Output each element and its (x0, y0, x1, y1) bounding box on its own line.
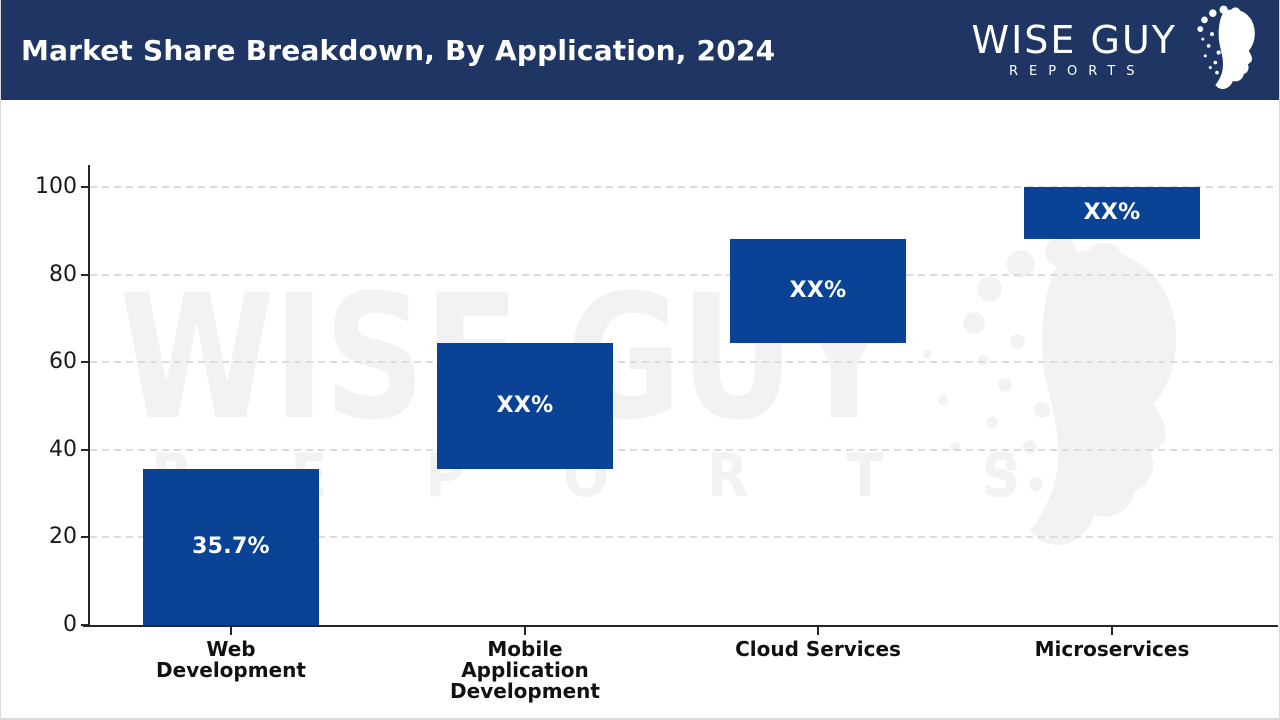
bar-mobile-application-development: XX% (437, 342, 613, 469)
bar-web-development: 35.7% (143, 468, 319, 625)
x-category-label: Cloud Services (735, 637, 901, 661)
page-title: Market Share Breakdown, By Application, … (21, 33, 776, 67)
y-tick-mark-20 (81, 536, 89, 539)
bar-value-label: XX% (1083, 200, 1141, 226)
gridline-40 (90, 448, 1278, 451)
bar-value-label: 35.7% (192, 534, 270, 560)
x-category-label: Web Development (156, 637, 306, 682)
x-tick-mark-1 (230, 627, 232, 635)
logo-wordmark: WISE GUY REPORTS (972, 21, 1177, 79)
bar-value-label: XX% (789, 278, 847, 304)
x-category-label: Mobile Application Development (450, 637, 600, 703)
y-tick-mark-80 (81, 273, 89, 276)
x-tick-mark-4 (1111, 627, 1113, 635)
gridline-80 (90, 273, 1278, 276)
y-tick-label-0: 0 (63, 612, 77, 637)
bar-microservices: XX% (1024, 187, 1200, 239)
x-category-label: Microservices (1034, 637, 1190, 661)
gridline-60 (90, 361, 1278, 364)
bar-cloud-services: XX% (730, 238, 906, 343)
y-tick-label-60: 60 (49, 349, 77, 375)
y-tick-mark-60 (81, 361, 89, 364)
gridline-20 (90, 536, 1278, 539)
header-band: Market Share Breakdown, By Application, … (1, 0, 1279, 100)
logo-wordmark-line2: REPORTS (1008, 64, 1146, 79)
y-tick-mark-40 (81, 448, 89, 451)
y-tick-label-80: 80 (49, 261, 77, 287)
y-tick-mark-100 (81, 186, 89, 188)
bar-value-label: XX% (496, 393, 554, 419)
x-tick-mark-2 (524, 627, 526, 635)
y-tick-label-20: 20 (49, 524, 77, 550)
y-tick-label-100: 100 (35, 174, 77, 199)
wise-guy-reports-logo: WISE GUY REPORTS (972, 4, 1263, 96)
watermark-dotted-head (923, 236, 1177, 545)
x-tick-mark-3 (817, 627, 819, 635)
x-axis-spine (83, 625, 1278, 627)
y-tick-label-40: 40 (49, 436, 77, 462)
gridline-100 (90, 186, 1278, 188)
dotted-head-icon (1197, 5, 1255, 89)
y-axis-spine (88, 165, 90, 627)
logo-wordmark-line1: WISE GUY (971, 18, 1177, 62)
